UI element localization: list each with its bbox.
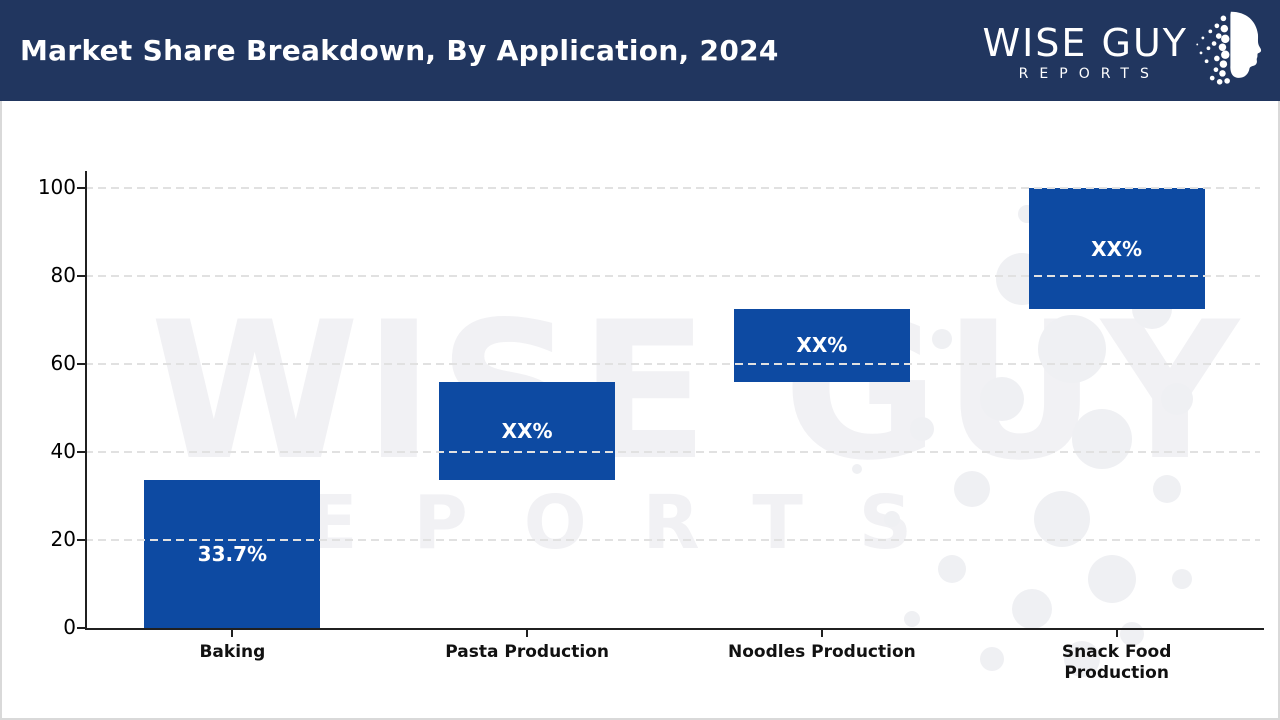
bar-segment-snack-food-production: XX% [1028, 188, 1205, 309]
y-axis-spine [85, 171, 87, 630]
dotted-face-icon [1196, 11, 1262, 85]
x-tick-label: Snack Food Production [1061, 642, 1172, 683]
y-axis-tick [77, 451, 85, 453]
y-tick-label: 100 [37, 175, 76, 199]
y-axis-tick [77, 275, 85, 277]
y-tick-label: 40 [50, 439, 76, 463]
y-axis-tick [77, 627, 85, 629]
x-tick-label: Pasta Production [445, 642, 609, 662]
bar-segment-noodles-production: XX% [733, 309, 910, 382]
y-tick-label: 60 [50, 351, 76, 375]
x-tick-label: Baking [199, 642, 266, 662]
waterfall-chart: 0 20 40 60 80 100 33.7% Baking XX% Pasta Producti… [2, 101, 1278, 718]
x-axis-tick [1115, 630, 1118, 637]
bar-segment-baking: 33.7% [144, 479, 321, 628]
wise-guy-logo: WISE GUY REPORTS [983, 9, 1268, 93]
y-tick-label: 0 [63, 615, 76, 639]
page-title: Market Share Breakdown, By Application, … [20, 34, 779, 67]
bar-value-label: XX% [501, 418, 553, 443]
y-tick-label: 20 [50, 527, 76, 551]
header-bar: Market Share Breakdown, By Application, … [0, 0, 1280, 101]
bar-value-label: 33.7% [197, 541, 268, 566]
logo-text: WISE GUY REPORTS [983, 21, 1188, 82]
y-axis-tick [77, 187, 85, 189]
x-axis-spine [85, 628, 1264, 630]
bar-value-label: XX% [1091, 236, 1143, 261]
x-tick-label: Noodles Production [727, 642, 916, 662]
chart-area: WISE GUY REPORTS 0 20 40 60 80 100 33.7% Baking… [0, 101, 1280, 720]
gridline-60 [85, 363, 1260, 365]
x-axis-tick [231, 630, 234, 637]
logo-wordmark: WISE GUY [982, 20, 1188, 65]
gridline-80 [85, 275, 1260, 277]
bar-value-label: XX% [796, 333, 848, 358]
y-axis-tick [77, 539, 85, 541]
logo-subtext: REPORTS [1018, 65, 1160, 82]
y-axis-tick [77, 363, 85, 365]
x-axis-tick [526, 630, 529, 637]
gridline-20 [85, 539, 1260, 541]
gridline-40 [85, 451, 1260, 453]
gridline-100 [85, 187, 1260, 189]
y-tick-label: 80 [50, 263, 76, 287]
bar-segment-pasta-production: XX% [439, 381, 616, 480]
x-axis-tick [820, 630, 823, 637]
watermark-dots [852, 205, 1193, 677]
